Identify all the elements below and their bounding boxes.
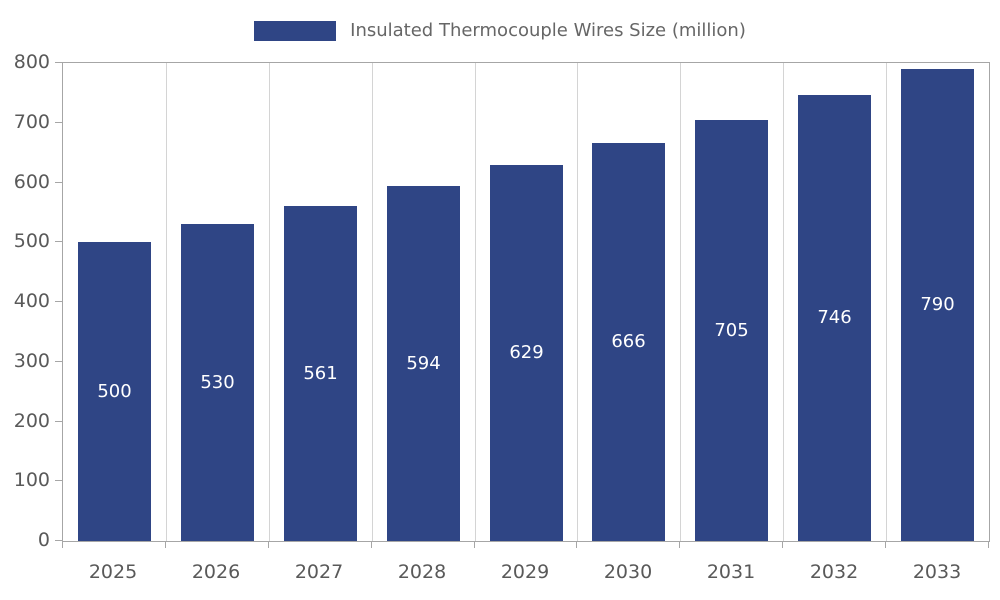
- y-axis-tick-mark: [55, 182, 62, 183]
- bar-value-label: 666: [611, 331, 646, 352]
- x-axis-tick-mark: [885, 541, 886, 548]
- y-axis-tick-label: 500: [13, 230, 50, 252]
- bar: 500: [78, 242, 151, 541]
- gridline-vertical: [783, 63, 784, 541]
- bar-value-label: 500: [97, 380, 132, 402]
- x-axis-tick-label: 2029: [500, 561, 550, 583]
- bar: 561: [284, 206, 357, 541]
- bar: 530: [181, 224, 254, 541]
- plot-area: 500 530 561 594 629 666 705 746 790: [62, 62, 990, 542]
- y-axis-tick-label: 600: [13, 171, 50, 193]
- y-axis-tick-mark: [55, 301, 62, 302]
- gridline-vertical: [372, 63, 373, 541]
- bar: 705: [695, 120, 768, 541]
- y-axis-tick-mark: [55, 122, 62, 123]
- y-axis-tick-label: 700: [13, 111, 50, 133]
- x-axis-tick-mark: [268, 541, 269, 548]
- bar-value-label: 746: [817, 307, 852, 328]
- legend-swatch: [254, 21, 337, 41]
- gridline-vertical: [680, 63, 681, 541]
- x-axis-tick-mark: [782, 541, 783, 548]
- y-axis-tick-mark: [55, 241, 62, 242]
- x-axis-tick-mark: [165, 541, 166, 548]
- x-axis-tick-label: 2028: [397, 561, 447, 583]
- x-axis-tick-mark: [62, 541, 63, 548]
- x-axis-tick-mark: [679, 541, 680, 548]
- y-axis-tick-label: 800: [13, 51, 50, 73]
- x-axis-tick-label: 2031: [706, 561, 756, 583]
- y-axis-tick-mark: [55, 62, 62, 63]
- bar-value-label: 705: [714, 319, 749, 341]
- x-axis-tick-label: 2032: [809, 561, 859, 583]
- gridline-vertical: [577, 63, 578, 541]
- x-axis-tick-mark: [576, 541, 577, 548]
- y-axis-tick-label: 200: [13, 410, 50, 432]
- x-axis-tick-mark: [371, 541, 372, 548]
- y-axis-tick-label: 400: [13, 290, 50, 312]
- x-axis-tick-label: 2033: [912, 561, 962, 583]
- x-axis-tick-mark: [988, 541, 989, 548]
- bar-value-label: 629: [509, 342, 544, 363]
- legend: Insulated Thermocouple Wires Size (milli…: [0, 16, 1000, 46]
- legend-label: Insulated Thermocouple Wires Size (milli…: [350, 20, 746, 41]
- x-axis-tick-mark: [474, 541, 475, 548]
- y-axis-tick-mark: [55, 540, 62, 541]
- x-axis-tick-label: 2030: [603, 561, 653, 583]
- bar-value-label: 561: [303, 362, 338, 384]
- bar-value-label: 790: [920, 294, 955, 315]
- bar: 594: [387, 186, 460, 541]
- gridline-vertical: [475, 63, 476, 541]
- y-axis-tick-mark: [55, 480, 62, 481]
- x-axis-tick-label: 2027: [294, 561, 344, 583]
- gridline-vertical: [166, 63, 167, 541]
- bar-value-label: 594: [406, 352, 441, 374]
- gridline-vertical: [269, 63, 270, 541]
- y-axis-tick-mark: [55, 421, 62, 422]
- y-axis-tick-label: 300: [13, 350, 50, 372]
- bar: 629: [490, 165, 563, 541]
- y-axis-tick-mark: [55, 361, 62, 362]
- x-axis-tick-label: 2026: [191, 561, 241, 583]
- x-axis-tick-label: 2025: [88, 561, 138, 583]
- bar: 746: [798, 95, 871, 541]
- y-axis-tick-label: 0: [37, 529, 50, 551]
- y-axis-tick-label: 100: [13, 469, 50, 491]
- bar-value-label: 530: [200, 371, 235, 393]
- bar: 790: [901, 69, 974, 541]
- bar: 666: [592, 143, 665, 541]
- gridline-vertical: [886, 63, 887, 541]
